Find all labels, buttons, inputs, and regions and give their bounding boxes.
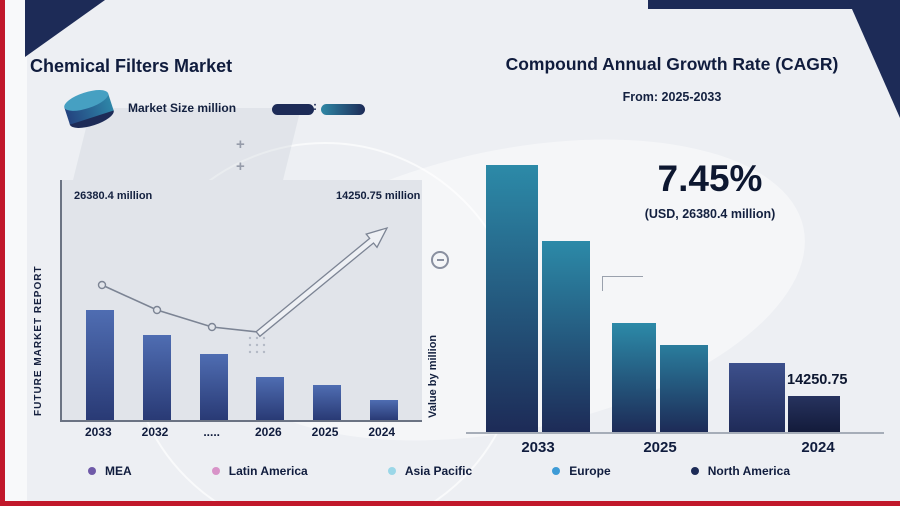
left-chart-title: Chemical Filters Market [30,56,233,76]
left-bar-slot [129,180,186,420]
left-axis-label: 2026 [255,425,282,439]
legend-item-mea: MEA [88,464,132,478]
left-axis-label: 2024 [368,425,396,439]
market-size-bar-2026 [256,377,285,420]
legend-label: Europe [569,464,611,478]
legend-item-asia-pacific: Asia Pacific [387,464,473,478]
market-size-bar-..... [199,354,228,420]
cagr-bar-2024-series1 [729,363,785,432]
plus-mark-icon: + [236,158,245,175]
circle-dash-icon [431,251,449,269]
cagr-bar-2033-series1 [486,165,538,432]
legend-item-north-america: North America [690,464,790,478]
red-edge-left [0,0,5,506]
legend-dot [211,467,220,475]
left-legend-label: Market Size million [128,101,237,115]
legend-pill-navy [272,104,314,115]
left-chart-min-value: 14250.75 million [336,190,421,202]
legend-item-latin-america: Latin America [211,464,308,478]
left-bar-slot [72,180,129,420]
market-size-bar-2025 [313,385,342,420]
left-axis-label: ..... [203,425,221,439]
circle-dash [436,259,444,261]
market-size-bar-2032 [143,335,171,420]
plus-mark-icon: + [236,136,245,153]
cagr-bar-2024-series2 [788,396,840,432]
left-bars-area [62,180,422,420]
legend-label: Asia Pacific [404,464,473,478]
cagr-value: 7.45% [657,158,763,199]
cagr-bar-2025-series1 [612,323,656,432]
left-bar-slot [355,180,412,420]
left-chart-side-banner: FUTURE MARKET REPORT [33,265,44,416]
legend-dot [88,467,96,475]
red-edge-bottom [0,501,900,506]
decorative-bracket [602,276,643,291]
trend-line-arrow [97,226,389,354]
left-white-band [5,0,27,506]
legend-label: MEA [105,464,132,478]
right-axis-label-2025: 2025 [643,439,677,456]
right-chart-title: Compound Annual Growth Rate (CAGR) [505,54,839,74]
region-legend: MEA Latin America Asia Pacific Europe North … [88,464,790,478]
cagr-bar-2033-series2 [542,241,590,432]
left-bar-slot [185,180,242,420]
left-chart-max-value: 26380.4 million [74,190,153,202]
legend-label: Latin America [228,464,308,478]
left-axis-label: 2032 [141,425,169,439]
left-bar-slot [242,180,299,420]
market-size-bar-2024 [369,400,398,420]
right-chart-axis-line [466,432,884,434]
corner-triangle-topleft [25,0,105,57]
cagr-bar-2025-series2 [660,345,708,432]
right-axis-label-2024: 2024 [801,439,835,456]
right-chart-subtitle: From: 2025-2033 [622,90,722,104]
right-chart-value-label: 14250.75 [787,372,848,388]
left-axis-label: 2033 [84,425,112,439]
right-axis-label-2033: 2033 [521,439,555,456]
market-size-bar-2033 [86,310,115,420]
legend-label: North America [707,464,790,478]
legend-dot [552,467,561,475]
legend-dot [387,467,396,475]
legend-item-europe: Europe [552,464,611,478]
top-navy-strip [648,0,900,9]
left-bar-slot [299,180,356,420]
left-axis-label: 2025 [311,425,339,439]
market-size-bar-chart [60,180,422,422]
cagr-note: (USD, 26380.4 million) [644,207,776,221]
left-x-axis-labels: 2033 2032..... 2026 2025 2024 [60,425,420,439]
right-chart-y-label: Value by million [427,334,439,418]
legend-dot [690,467,699,475]
database-cylinder-icon [64,90,114,128]
legend-pill-colon: : [313,99,317,113]
legend-pill-gradient [321,104,365,115]
